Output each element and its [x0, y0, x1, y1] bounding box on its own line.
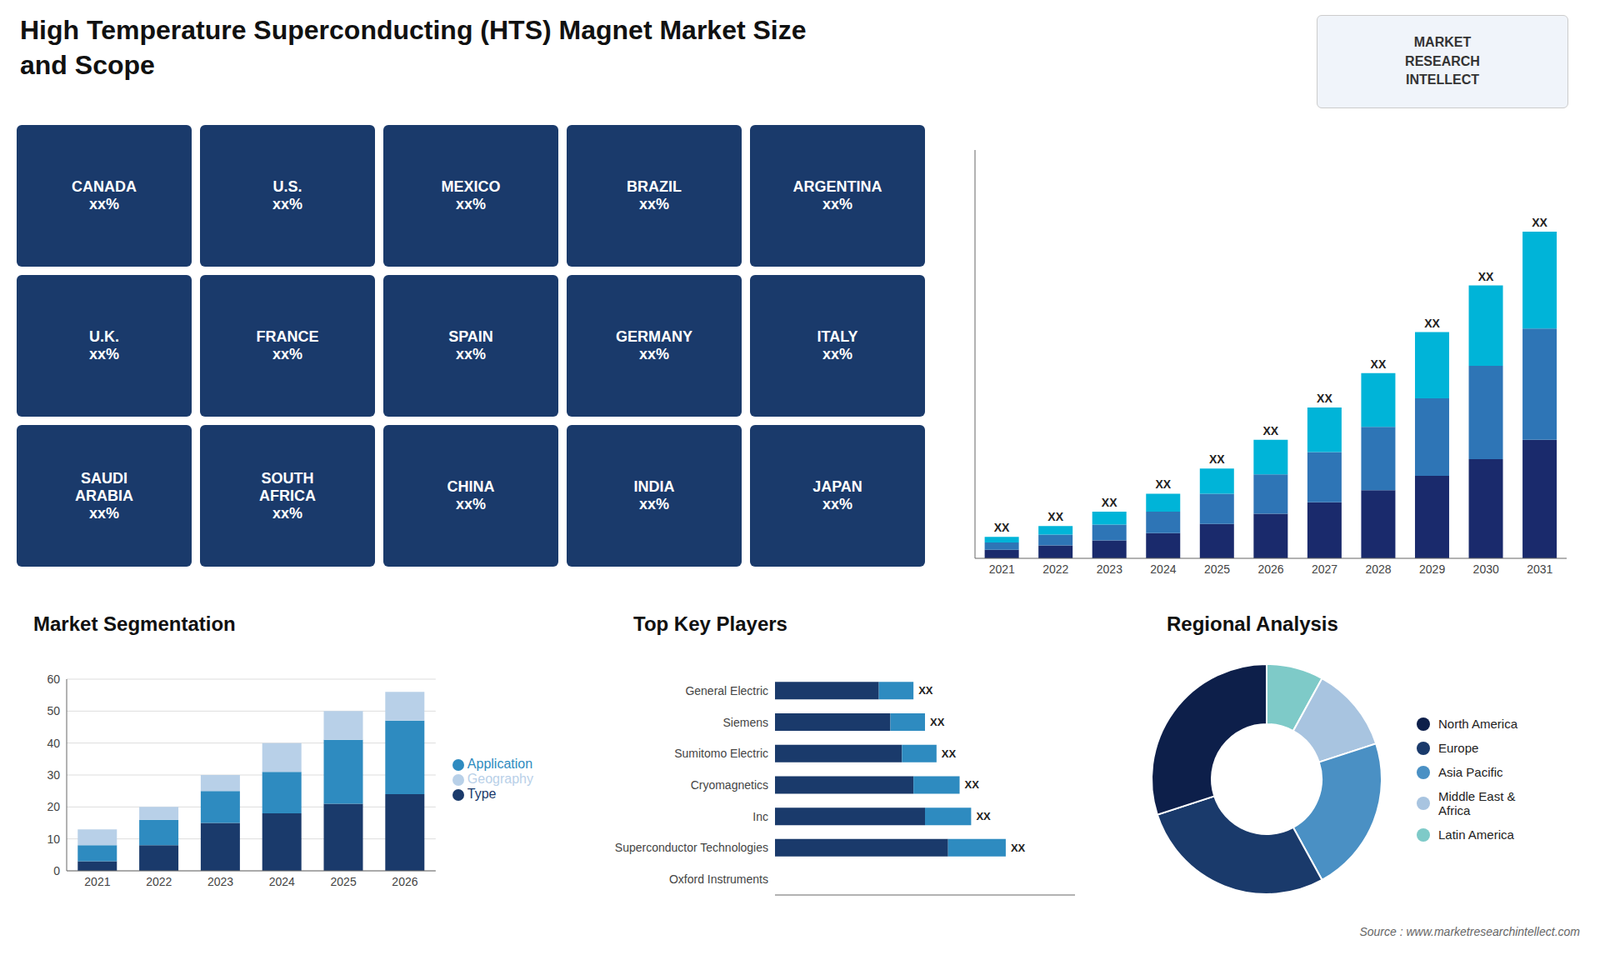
- svg-text:2021: 2021: [989, 562, 1015, 576]
- html-text:MEXICO xx%: MEXICO xx%: [441, 178, 501, 213]
- svg-text:XX: XX: [918, 684, 934, 697]
- svg-text:XX: XX: [1316, 391, 1333, 405]
- svg-text:2028: 2028: [1365, 562, 1392, 576]
- svg-text:XX: XX: [1370, 357, 1387, 371]
- html-text:Europe: Europe: [1438, 740, 1479, 755]
- svg-text:10: 10: [46, 832, 60, 846]
- html-text:Asia Pacific: Asia Pacific: [1438, 765, 1503, 780]
- svg-text:2023: 2023: [1096, 562, 1123, 576]
- svg-text:60: 60: [46, 672, 60, 686]
- svg-text:2026: 2026: [391, 875, 418, 889]
- svg-text:2026: 2026: [1257, 562, 1284, 576]
- svg-text:0: 0: [53, 864, 60, 878]
- svg-text:2024: 2024: [1150, 562, 1176, 576]
- svg-text:Inc: Inc: [752, 810, 769, 824]
- svg-text:2029: 2029: [1419, 562, 1445, 576]
- svg-text:XX: XX: [1478, 270, 1495, 284]
- html-text:ARGENTINA xx%: ARGENTINA xx%: [792, 178, 883, 213]
- svg-text:XX: XX: [1263, 424, 1280, 438]
- svg-text:Superconductor Technologies: Superconductor Technologies: [615, 840, 769, 855]
- svg-text:XX: XX: [941, 747, 957, 760]
- html-text:Top Key Players: Top Key Players: [633, 612, 788, 635]
- svg-text:General Electric: General Electric: [685, 684, 769, 698]
- html-text:ITALY xx%: ITALY xx%: [817, 328, 858, 363]
- svg-text:2025: 2025: [1204, 562, 1230, 576]
- html-text:Market Segmentation: Market Segmentation: [33, 612, 236, 635]
- svg-text:2024: 2024: [269, 875, 295, 889]
- html-text:U.K. xx%: U.K. xx%: [89, 328, 120, 363]
- html-text:North America: North America: [1438, 716, 1518, 731]
- html-text:Middle East & Africa: Middle East & Africa: [1438, 789, 1516, 818]
- svg-text:XX: XX: [965, 778, 980, 791]
- html-text:BRAZIL xx%: BRAZIL xx%: [626, 178, 682, 213]
- svg-text:2025: 2025: [330, 875, 357, 889]
- svg-text:50: 50: [46, 704, 60, 718]
- svg-text:XX: XX: [994, 520, 1010, 535]
- html-text:Regional Analysis: Regional Analysis: [1166, 612, 1339, 635]
- html-text:Type: Type: [467, 786, 497, 801]
- html-text:JAPAN xx%: JAPAN xx%: [812, 478, 863, 513]
- svg-text:Cryomagnetics: Cryomagnetics: [690, 778, 769, 792]
- svg-text:20: 20: [46, 800, 60, 814]
- html-text:FRANCE xx%: FRANCE xx%: [256, 328, 319, 363]
- svg-text:XX: XX: [1209, 452, 1225, 466]
- html-text:Geography: Geography: [467, 771, 534, 786]
- svg-text:40: 40: [46, 736, 60, 750]
- html-text:MARKET: MARKET: [1414, 35, 1471, 50]
- svg-text:XX: XX: [975, 810, 991, 823]
- svg-text:Sumitomo Electric: Sumitomo Electric: [674, 746, 769, 760]
- svg-text:2021: 2021: [84, 875, 110, 889]
- html-text:INTELLECT: INTELLECT: [1405, 72, 1480, 87]
- html-text:INDIA xx%: INDIA xx%: [633, 478, 675, 513]
- svg-text:2022: 2022: [1042, 562, 1069, 576]
- html-text:High Temperature Superconducti: High Temperature Superconducting (HTS) M…: [20, 15, 807, 80]
- html-text:SPAIN xx%: SPAIN xx%: [448, 328, 494, 363]
- svg-text:XX: XX: [930, 715, 945, 729]
- svg-text:Oxford Instruments: Oxford Instruments: [669, 872, 769, 886]
- svg-text:Siemens: Siemens: [723, 715, 769, 730]
- svg-text:2031: 2031: [1526, 562, 1553, 576]
- html-text:CHINA xx%: CHINA xx%: [447, 478, 495, 513]
- svg-text:XX: XX: [1424, 316, 1440, 330]
- svg-text:XX: XX: [1531, 215, 1548, 230]
- html-text:Latin America: Latin America: [1438, 827, 1515, 842]
- svg-text:2030: 2030: [1473, 562, 1500, 576]
- svg-text:30: 30: [46, 768, 60, 782]
- html-text:GERMANY xx%: GERMANY xx%: [615, 328, 693, 363]
- html-text:RESEARCH: RESEARCH: [1405, 54, 1480, 69]
- svg-text:2022: 2022: [145, 875, 172, 889]
- svg-text:XX: XX: [1155, 477, 1171, 491]
- html-text:CANADA xx%: CANADA xx%: [71, 178, 137, 213]
- svg-text:2023: 2023: [207, 875, 234, 889]
- svg-text:2027: 2027: [1311, 562, 1338, 576]
- html-text:Application: Application: [467, 756, 533, 771]
- svg-text:XX: XX: [1047, 510, 1064, 524]
- html-text:SAUDI ARABIA xx%: SAUDI ARABIA xx%: [75, 469, 134, 522]
- svg-text:XX: XX: [1101, 495, 1118, 510]
- html-text:SOUTH AFRICA xx%: SOUTH AFRICA xx%: [259, 469, 316, 522]
- html-text:Source : www.marketresearchint: Source : www.marketresearchintellect.com: [1359, 925, 1580, 939]
- html-text:U.S. xx%: U.S. xx%: [272, 178, 303, 213]
- svg-text:XX: XX: [1010, 841, 1026, 855]
